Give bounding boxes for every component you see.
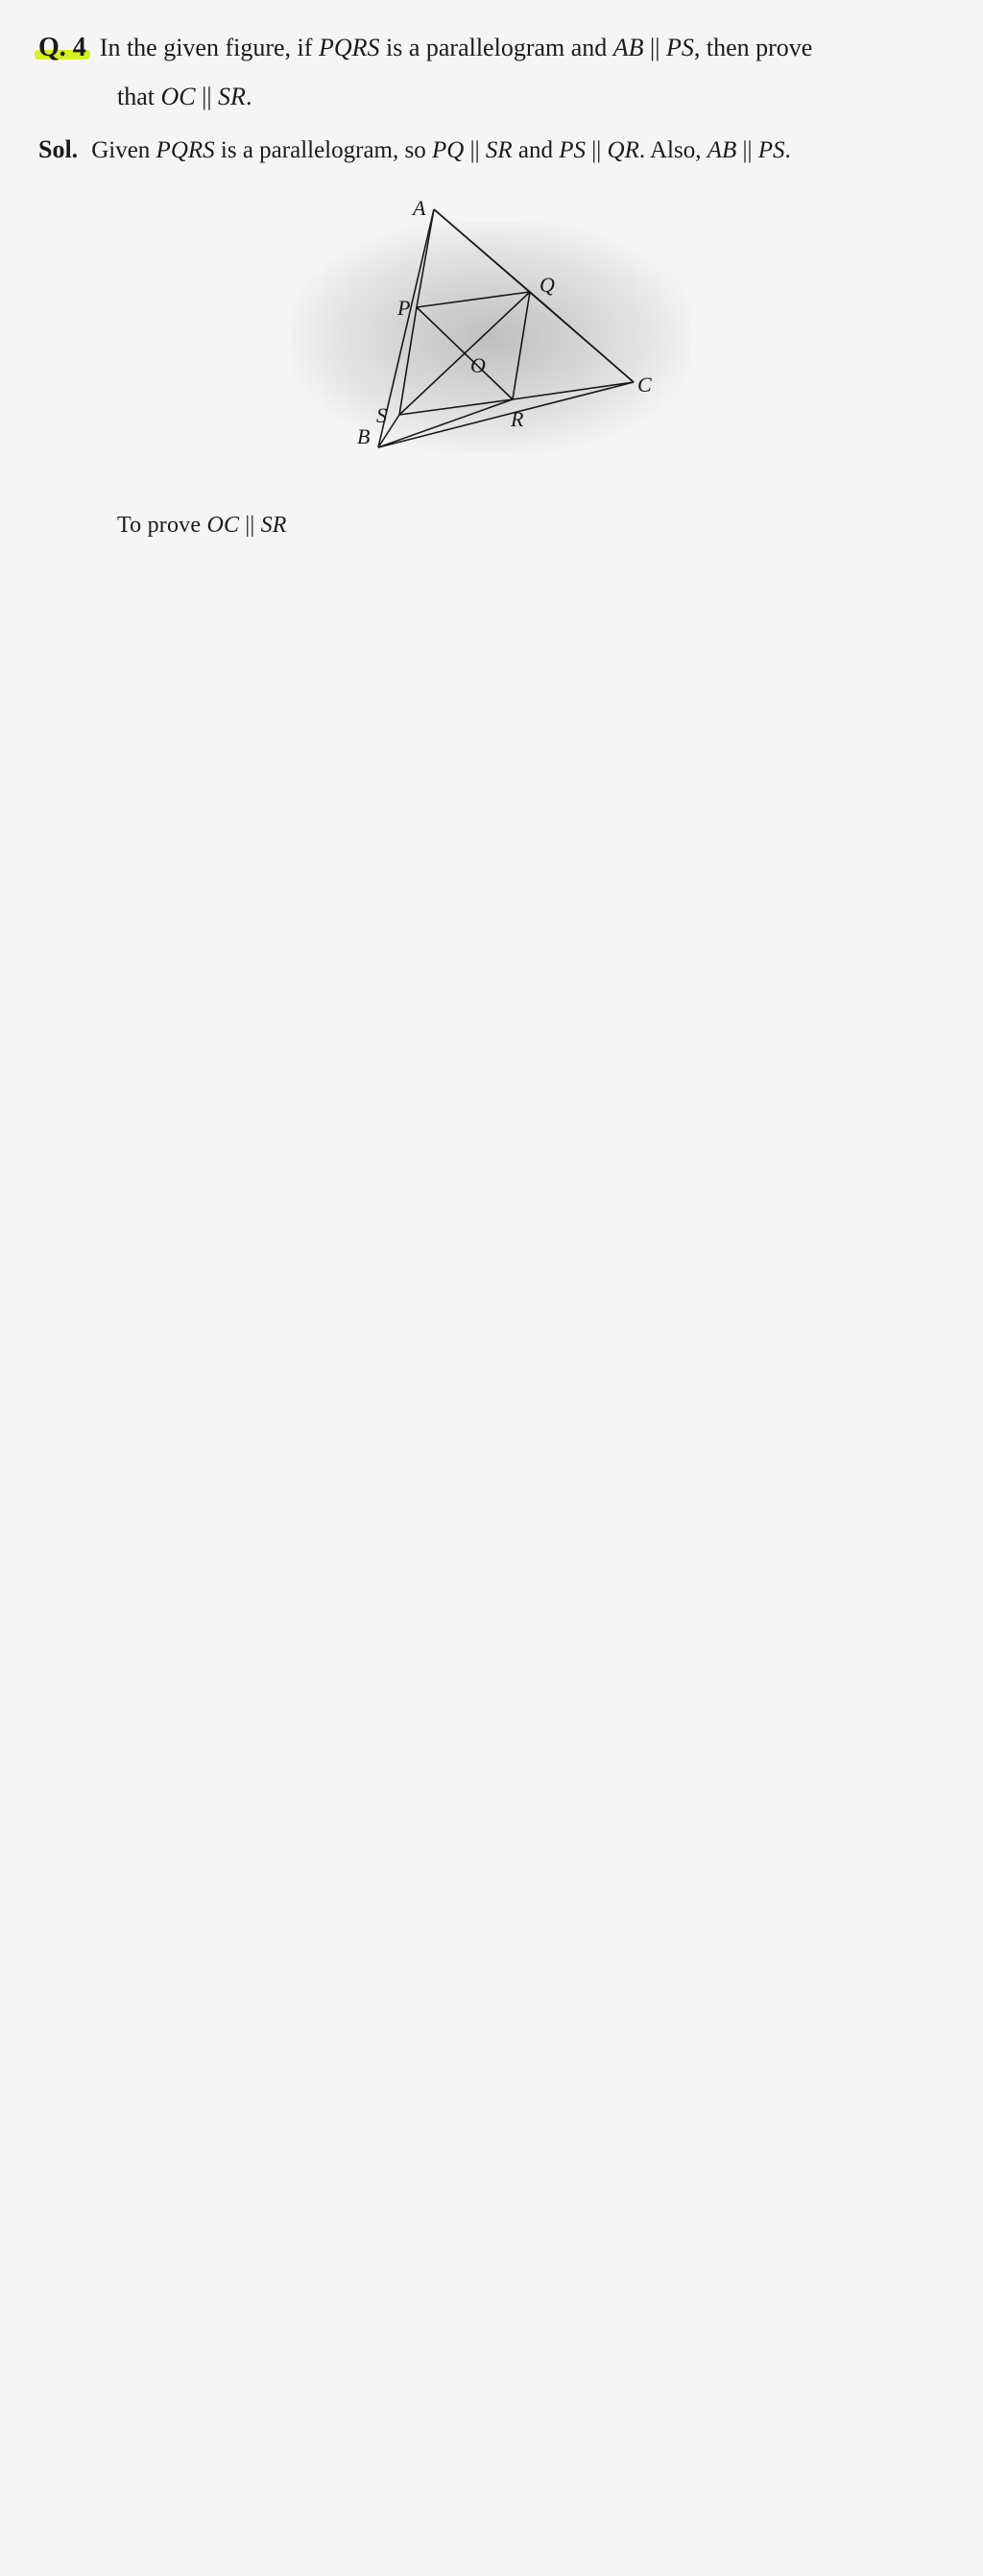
s-v7: PS: [758, 137, 785, 163]
q-text-part1: In the given figure, if: [100, 34, 319, 61]
s-v1: PQRS: [156, 137, 215, 163]
q-var-ab: AB: [613, 34, 644, 61]
svg-text:P: P: [396, 296, 410, 320]
solution-label: Sol.: [38, 135, 78, 164]
toprove-pre: To prove: [117, 513, 206, 538]
toprove-v1: OC: [206, 513, 239, 538]
svg-text:R: R: [510, 407, 524, 431]
svg-text:B: B: [357, 424, 370, 448]
q-var-ps: PS: [666, 34, 694, 61]
question-label: Q. 4: [38, 33, 86, 63]
s-p1: ||: [464, 137, 486, 163]
figure-container: A Q P O S R B C: [38, 192, 945, 490]
s-p2: ||: [586, 137, 608, 163]
s-mid1: is a parallelogram, so: [215, 137, 432, 163]
q-line2-pre: that: [117, 83, 161, 110]
geometry-figure: A Q P O S R B C: [328, 192, 655, 490]
question-text-2: that OC || SR.: [117, 78, 252, 115]
q-var-oc: OC: [161, 83, 196, 110]
s-mid3: . Also,: [639, 137, 707, 163]
q-var-pqrs: PQRS: [319, 34, 380, 61]
s-v3: SR: [486, 137, 513, 163]
s-pre: Given: [91, 137, 156, 163]
question-number: Q. 4: [38, 33, 86, 63]
q-period: .: [246, 83, 252, 110]
s-mid2: and: [513, 137, 560, 163]
svg-text:Q: Q: [539, 273, 555, 297]
toprove-p: ||: [239, 513, 260, 538]
s-p3: ||: [736, 137, 758, 163]
s-v5: QR: [608, 137, 639, 163]
solution-line: Sol. Given PQRS is a parallelogram, so P…: [38, 132, 945, 169]
question-line-1: Q. 4 In the given figure, if PQRS is a p…: [38, 29, 945, 66]
s-v2: PQ: [432, 137, 464, 163]
svg-text:A: A: [411, 196, 426, 220]
s-v4: PS: [559, 137, 586, 163]
q-parallel2: ||: [196, 83, 218, 110]
s-v6: AB: [707, 137, 737, 163]
svg-text:C: C: [637, 373, 652, 397]
svg-text:O: O: [470, 353, 486, 377]
toprove-v2: SR: [261, 513, 287, 538]
question-line-2: that OC || SR.: [38, 78, 945, 115]
s-end: .: [785, 137, 791, 163]
to-prove-line: To prove OC || SR: [38, 513, 945, 539]
q-text-part3: , then prove: [694, 34, 812, 61]
solution-text: Given PQRS is a parallelogram, so PQ || …: [91, 132, 791, 169]
q-parallel1: ||: [644, 34, 666, 61]
question-text-1: In the given figure, if PQRS is a parall…: [100, 29, 813, 66]
q-text-part2: is a parallelogram and: [379, 34, 612, 61]
q-var-sr: SR: [218, 83, 246, 110]
svg-text:S: S: [376, 403, 387, 427]
